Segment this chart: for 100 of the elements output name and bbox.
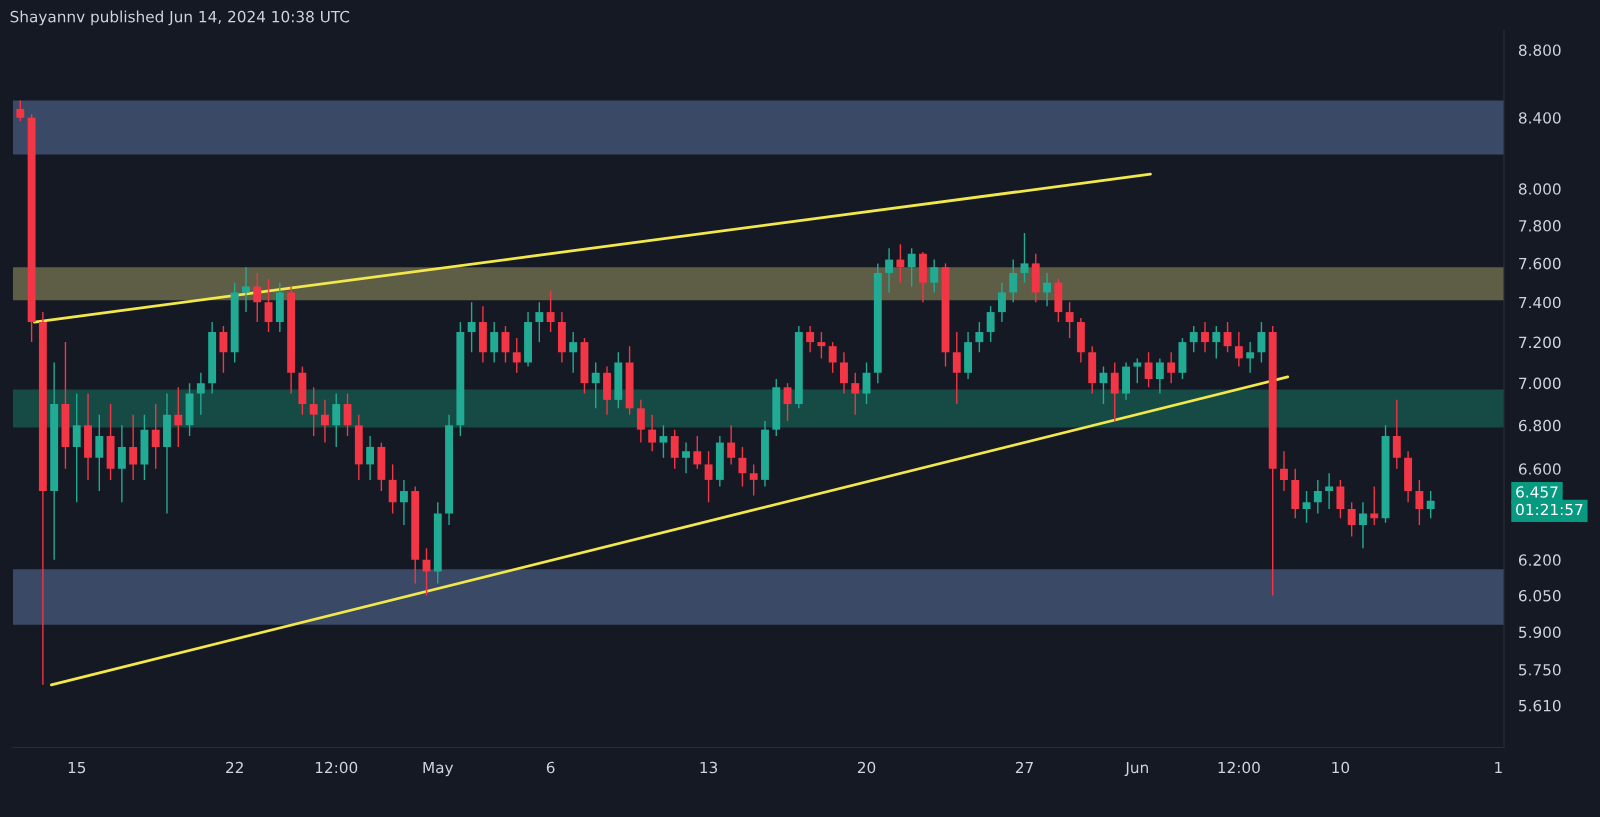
candlestick — [399, 479, 408, 526]
candlestick — [1257, 321, 1266, 364]
candlestick — [749, 463, 758, 497]
x-tick-label: 15 — [68, 761, 86, 774]
y-tick-label: 8.800 — [1518, 44, 1561, 56]
candlestick — [1065, 301, 1074, 339]
candlestick — [704, 450, 713, 503]
candlestick — [986, 305, 995, 343]
candlestick — [16, 99, 25, 122]
candlestick — [1246, 341, 1255, 374]
candlestick — [1223, 321, 1232, 353]
candlestick — [1009, 258, 1018, 303]
candlestick — [636, 399, 645, 444]
x-tick-label: 6 — [546, 761, 555, 774]
y-tick-label: 7.000 — [1519, 377, 1561, 390]
candlestick — [569, 331, 578, 374]
chart-title: Shayannv published Jun 14, 2024 10:38 UTC — [10, 10, 350, 26]
candlestick — [1359, 501, 1367, 549]
candlestick — [196, 372, 205, 416]
candlestick — [1336, 479, 1345, 519]
candlestick — [670, 428, 679, 470]
x-tick-label: 1 — [1495, 761, 1502, 774]
y-tick-label: 5.900 — [1519, 626, 1561, 639]
candlestick — [862, 361, 871, 405]
candlestick — [1313, 479, 1322, 515]
candlestick — [896, 243, 905, 284]
candlestick — [591, 361, 600, 410]
y-tick-label: 7.800 — [1519, 220, 1561, 232]
candlestick — [422, 547, 431, 597]
candlestick — [1302, 490, 1311, 524]
candlestick — [885, 247, 894, 294]
x-tick-label: 12:00 — [1218, 761, 1260, 774]
candlestick — [907, 247, 916, 288]
candlestick — [1426, 490, 1435, 519]
candlestick — [1201, 321, 1209, 353]
candlestick — [1325, 472, 1334, 510]
candlestick — [738, 446, 747, 488]
candlestick — [1020, 232, 1029, 284]
candlestick — [693, 435, 702, 470]
candlestick — [1280, 450, 1288, 492]
candlestick — [366, 435, 375, 481]
candlestick — [806, 325, 815, 353]
candlestick — [851, 372, 860, 416]
x-tick-label: May — [423, 761, 454, 777]
y-tick-label: 7.600 — [1519, 257, 1561, 270]
candlestick — [930, 258, 939, 294]
y-tick-label: 7.400 — [1519, 296, 1561, 309]
candlestick — [840, 351, 848, 395]
y-tick-label: 5.750 — [1519, 664, 1561, 676]
candlestick — [659, 424, 668, 459]
text: 01:21:57 — [1516, 503, 1583, 516]
y-tick-label: 5.610 — [1519, 699, 1561, 712]
candlestick — [151, 403, 160, 470]
y-tick-label: 6.050 — [1518, 589, 1561, 602]
candlestick — [332, 392, 341, 448]
candlestick — [117, 424, 126, 503]
candlestick — [253, 272, 262, 323]
candlestick — [817, 331, 826, 360]
candlestick — [1347, 501, 1356, 538]
x-tick-label: 13 — [700, 761, 718, 774]
candlestick — [467, 301, 476, 353]
candlestick — [546, 289, 555, 333]
candlestick — [1234, 331, 1243, 368]
x-tick-label: 27 — [1015, 761, 1033, 774]
candlestick — [997, 281, 1006, 323]
candlestick — [321, 399, 329, 444]
x-tick-label: Jun — [1124, 761, 1148, 777]
candlestick — [72, 392, 81, 503]
candlestick — [1392, 399, 1401, 470]
candlestick — [1043, 272, 1051, 307]
y-tick-label: 6.800 — [1518, 419, 1561, 432]
candlestick — [1167, 351, 1176, 384]
candlestick — [95, 413, 104, 492]
text: 6.457 — [1516, 486, 1558, 498]
candlestick — [490, 321, 499, 364]
candlestick — [512, 337, 521, 374]
candlestick — [682, 441, 690, 474]
candlestick — [264, 278, 273, 333]
y-tick-label: 8.000 — [1518, 183, 1561, 195]
candlestick — [648, 413, 657, 452]
candlestick — [535, 301, 544, 343]
candlestick — [1110, 361, 1119, 422]
y-tick-label: 7.200 — [1519, 336, 1561, 349]
candlestick — [219, 325, 228, 374]
x-tick-label: 10 — [1332, 761, 1350, 774]
candlestick — [975, 321, 984, 353]
candlestick — [1133, 357, 1142, 384]
candlestick — [174, 386, 183, 448]
candlestick — [129, 413, 138, 481]
candlestick — [309, 386, 318, 437]
candlestick — [1415, 479, 1424, 526]
candlestick — [727, 424, 736, 466]
candlestick — [1189, 325, 1198, 353]
candlestick — [828, 341, 837, 374]
y-tick-label: 8.400 — [1518, 112, 1561, 124]
candlestick — [388, 463, 397, 515]
x-tick-label: 22 — [226, 761, 243, 774]
candlestick — [1155, 357, 1164, 395]
x-tick-label: 20 — [857, 761, 876, 774]
x-tick-label: 12:00 — [315, 761, 358, 774]
